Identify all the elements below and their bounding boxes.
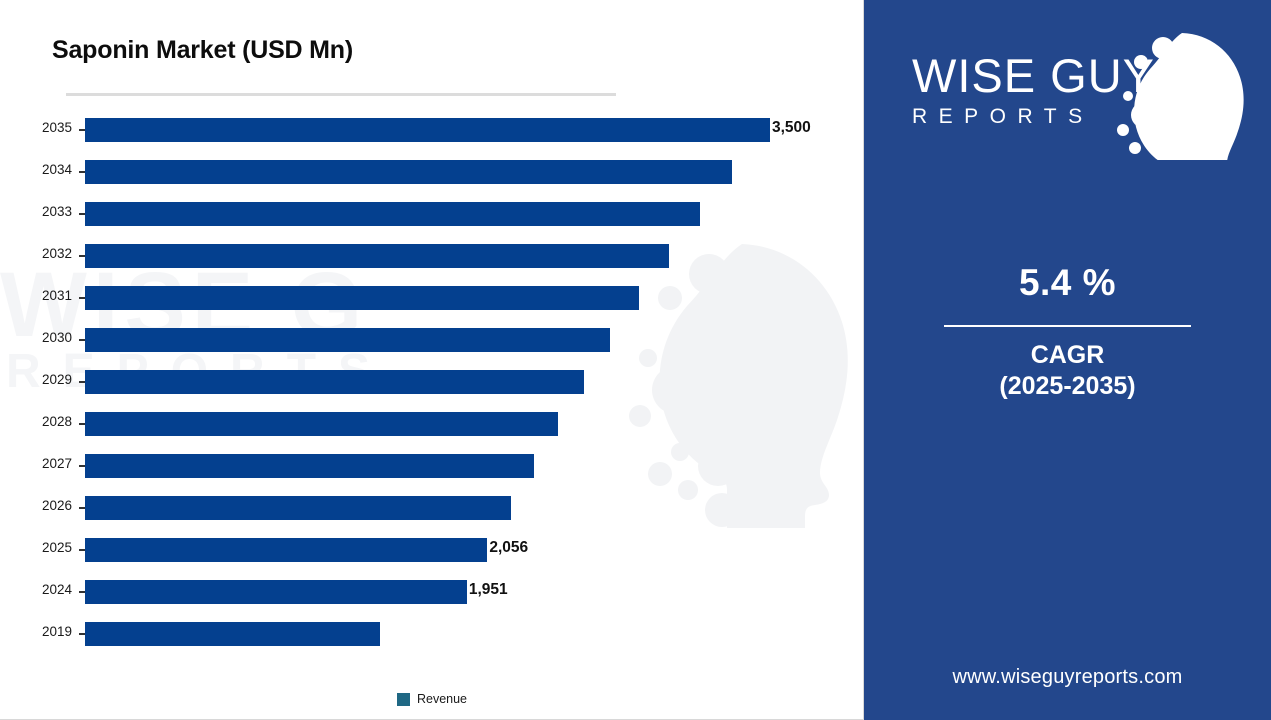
y-axis-tick-mark xyxy=(79,465,85,467)
bar-value-label: 3,500 xyxy=(772,119,811,136)
brand-logo: WISE GUY REPORTS xyxy=(864,30,1271,160)
bar-revenue-2029[interactable] xyxy=(85,370,584,394)
bar-row: 2019 xyxy=(0,613,863,655)
bar-revenue-2032[interactable] xyxy=(85,244,669,268)
brand-name-primary: WISE GUY xyxy=(912,49,1156,102)
cagr-value: 5.4 % xyxy=(1018,262,1117,303)
bar-row: 2026 xyxy=(0,487,863,529)
bar-value-label: 1,951 xyxy=(468,581,508,598)
y-axis-tick-label: 2030 xyxy=(41,330,72,345)
bar-revenue-2026[interactable] xyxy=(85,496,511,520)
y-axis-tick-label: 2034 xyxy=(41,162,72,177)
bar-value-label: 2,056 xyxy=(489,539,529,556)
y-axis-tick-label: 2025 xyxy=(41,540,72,555)
bar-row: 2027 xyxy=(0,445,863,487)
bar-row: 2033 xyxy=(0,193,863,235)
chart-title: Saponin Market (USD Mn) xyxy=(52,36,353,64)
y-axis-tick-label: 2027 xyxy=(41,456,72,471)
bar-row: 2032 xyxy=(0,235,863,277)
bar-row: 2028 xyxy=(0,403,863,445)
bar-revenue-2030[interactable] xyxy=(85,328,611,352)
brand-wordmark: WISE GUY REPORTS xyxy=(912,52,1202,129)
brand-name-secondary: REPORTS xyxy=(912,105,1094,128)
y-axis-tick-label: 2031 xyxy=(41,288,72,303)
y-axis-tick-mark xyxy=(79,129,85,131)
bar-row: 2031 xyxy=(0,277,863,319)
bar-revenue-2034[interactable] xyxy=(85,160,733,184)
bar-row: 2030 xyxy=(0,319,863,361)
bar-revenue-2025[interactable] xyxy=(85,538,488,562)
y-axis-tick-mark xyxy=(79,255,85,257)
bar-revenue-2019[interactable] xyxy=(85,622,380,646)
website-url: www.wiseguyreports.com xyxy=(952,666,1183,688)
bar-revenue-2028[interactable] xyxy=(85,412,559,436)
y-axis-tick-mark xyxy=(79,423,85,425)
y-axis-tick-mark xyxy=(79,297,85,299)
chart-legend: Revenue xyxy=(0,692,863,706)
y-axis-tick-label: 2035 xyxy=(41,120,72,135)
title-divider xyxy=(66,93,616,96)
y-axis-tick-label: 2024 xyxy=(41,582,72,597)
plot-area: 2035 3,500 2034 2033 2032 2031 2030 2029 2028 202… xyxy=(0,109,863,655)
y-axis-tick-label: 2029 xyxy=(41,372,72,387)
bar-revenue-2024[interactable] xyxy=(85,580,467,604)
bar-revenue-2033[interactable] xyxy=(85,202,700,226)
info-panel: WISE GUY REPORTS xyxy=(864,0,1271,720)
y-axis-tick-label: 2028 xyxy=(41,414,72,429)
bar-row: 2024 1,951 xyxy=(0,571,863,613)
y-axis-tick-mark xyxy=(79,213,85,215)
legend-swatch-revenue xyxy=(396,692,410,706)
bar-row: 2025 2,056 xyxy=(0,529,863,571)
y-axis-tick-mark xyxy=(79,381,85,383)
y-axis-tick-mark xyxy=(79,633,85,635)
bar-revenue-2031[interactable] xyxy=(85,286,640,310)
y-axis-tick-mark xyxy=(79,339,85,341)
bar-revenue-2035[interactable] xyxy=(85,118,770,142)
chart-panel: WISE G REPORTS xyxy=(0,0,864,720)
cagr-label: CAGR (2025-2035) xyxy=(864,340,1271,401)
y-axis-tick-mark xyxy=(79,591,85,593)
y-axis-tick-label: 2019 xyxy=(41,624,72,639)
brand-head-icon xyxy=(1117,33,1244,160)
legend-label-revenue: Revenue xyxy=(416,692,468,706)
y-axis-tick-mark xyxy=(79,171,85,173)
bar-revenue-2027[interactable] xyxy=(85,454,534,478)
bar-row: 2029 xyxy=(0,361,863,403)
cagr-label-text: CAGR xyxy=(1030,341,1105,369)
y-axis-tick-label: 2033 xyxy=(41,204,72,219)
bar-row: 2034 xyxy=(0,151,863,193)
y-axis-tick-mark xyxy=(79,549,85,551)
bar-row: 2035 3,500 xyxy=(0,109,863,151)
cagr-period-text: (2025-2035) xyxy=(999,371,1136,400)
y-axis-tick-mark xyxy=(79,507,85,509)
y-axis-tick-label: 2026 xyxy=(41,498,72,513)
cagr-divider xyxy=(944,325,1191,327)
y-axis-tick-label: 2032 xyxy=(41,246,72,261)
